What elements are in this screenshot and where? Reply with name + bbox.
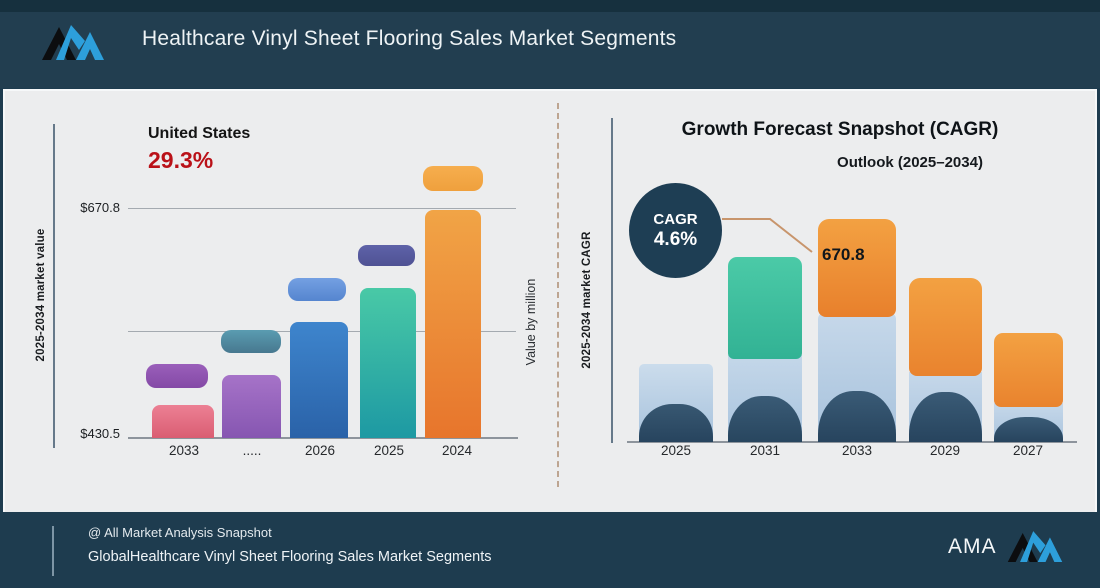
ama-logo-icon	[42, 25, 104, 60]
left-xlabel-2025: 2025	[373, 443, 405, 458]
bar-2025-cap	[358, 245, 415, 266]
right-xlabel-2025: 2025	[660, 443, 692, 458]
right-xlabel-2033: 2033	[841, 443, 873, 458]
panel-divider	[557, 103, 559, 487]
page-title: Healthcare Vinyl Sheet Flooring Sales Ma…	[142, 27, 677, 50]
value-callout: 670.8	[822, 245, 865, 264]
cagr-badge-label: CAGR	[653, 210, 698, 228]
footer-caption: @ All Market Analysis Snapshot	[88, 525, 272, 540]
footer-ama-logo-icon	[1007, 531, 1063, 562]
cagr-badge: CAGR 4.6%	[629, 183, 722, 278]
bar-2026-cap	[288, 278, 346, 301]
bar-2026	[290, 322, 348, 438]
left-gridline-top	[128, 208, 516, 209]
bar-r2027-base	[994, 417, 1063, 442]
left-right-axis-title: Value by million	[524, 278, 538, 366]
footer-brand-text: AMA	[948, 535, 997, 558]
footer-subtitle: GlobalHealthcare Vinyl Sheet Flooring Sa…	[88, 549, 492, 565]
right-y-axis-line	[611, 118, 613, 443]
bar-2025	[360, 288, 416, 438]
right-xlabel-2027: 2027	[1012, 443, 1044, 458]
bar-2024	[425, 210, 481, 438]
left-xlabel-2033: 2033	[168, 443, 200, 458]
left-chart-highlight: 29.3%	[148, 147, 214, 173]
left-chart-heading: United States	[148, 125, 251, 142]
left-y-axis-line	[53, 124, 55, 448]
bar-2024-cap	[423, 166, 483, 191]
bar-r2025-base	[639, 404, 713, 442]
right-x-axis-line	[627, 441, 1077, 443]
right-xlabel-2031: 2031	[749, 443, 781, 458]
left-y-axis-title: 2025-2034 market value	[35, 228, 47, 362]
footer-divider	[52, 526, 54, 576]
cagr-badge-value: 4.6%	[653, 228, 698, 250]
footer-bar: @ All Market Analysis Snapshot GlobalHea…	[0, 512, 1100, 588]
bar-2033	[152, 405, 214, 438]
right-xlabel-2029: 2029	[929, 443, 961, 458]
bar-2033-cap	[146, 364, 208, 388]
bar-dots-cap	[221, 330, 281, 353]
header-top-strip	[0, 0, 1100, 12]
bar-r2027-top	[994, 333, 1063, 407]
left-xlabel-2026: 2026	[304, 443, 336, 458]
left-x-axis-line	[128, 437, 518, 439]
right-y-axis-title: 2025-2034 market CAGR	[581, 231, 593, 369]
bar-r2029-top	[909, 278, 982, 376]
bar-r2031-top	[728, 257, 802, 359]
right-chart-subtitle: Outlook (2025–2034)	[837, 154, 983, 171]
callout-connector-line	[722, 218, 813, 253]
left-xlabel-dots: .....	[242, 443, 262, 458]
left-xlabel-2024: 2024	[441, 443, 473, 458]
bar-r2033-top	[818, 219, 896, 317]
bar-dots	[222, 375, 281, 438]
right-chart-title: Growth Forecast Snapshot (CAGR)	[681, 119, 999, 140]
header-bar: Healthcare Vinyl Sheet Flooring Sales Ma…	[0, 0, 1100, 88]
left-tick-430: $430.5	[80, 426, 120, 441]
left-tick-670: $670.8	[80, 200, 120, 215]
